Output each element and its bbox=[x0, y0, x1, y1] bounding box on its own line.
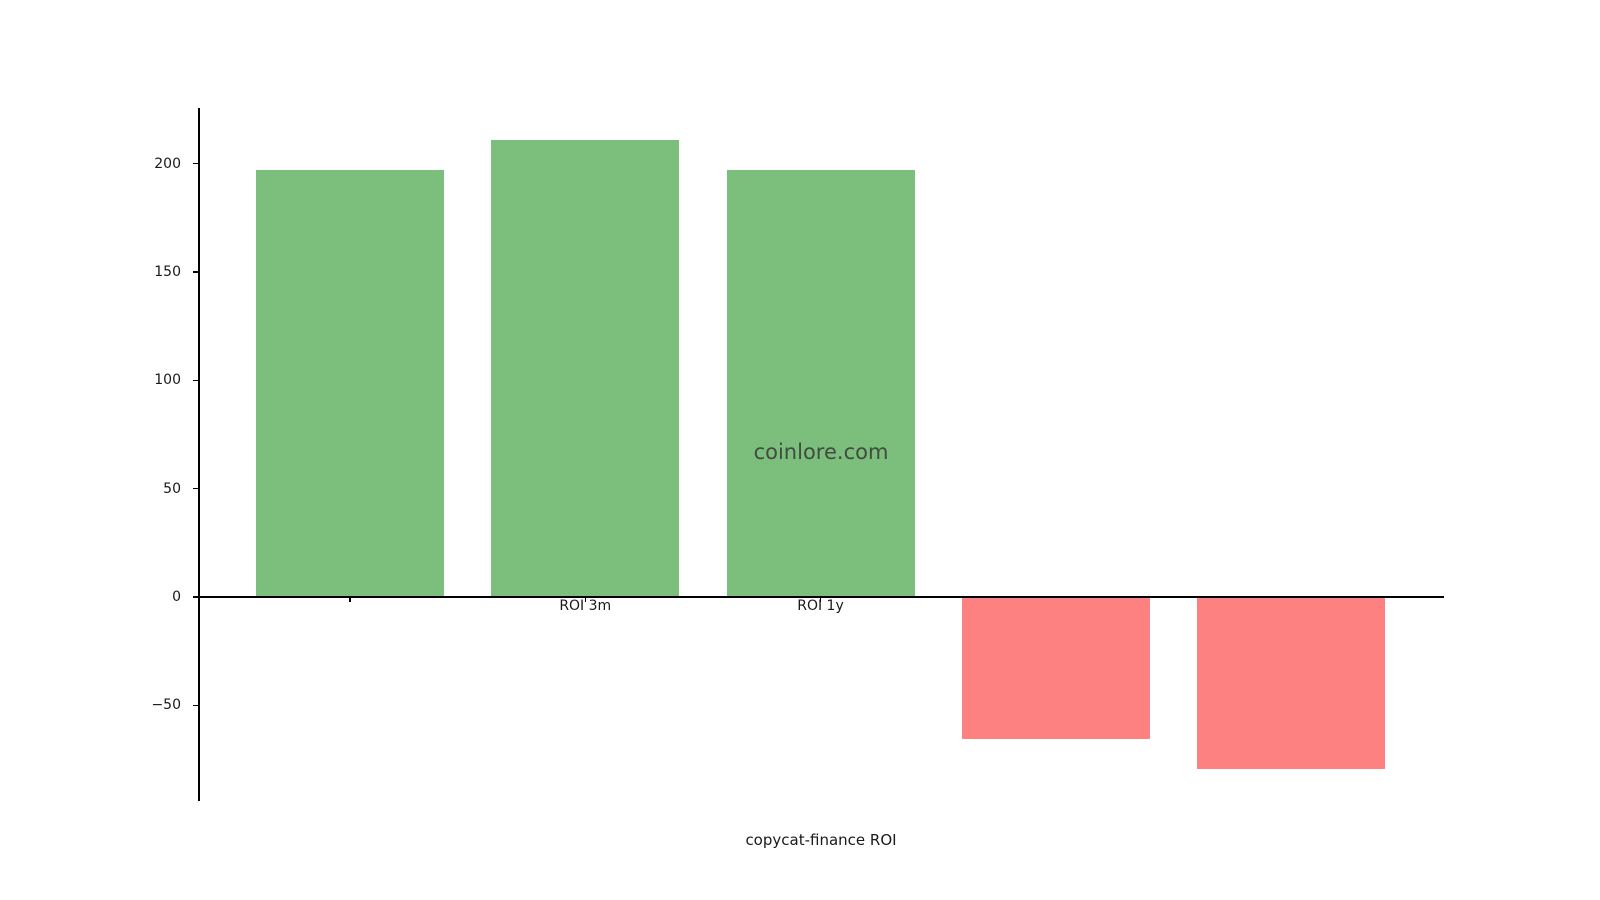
y-tick bbox=[193, 163, 199, 165]
x-tick bbox=[819, 597, 822, 602]
y-tick-label: 0 bbox=[172, 589, 181, 605]
y-tick-label: 50 bbox=[163, 480, 181, 497]
x-tick bbox=[584, 597, 586, 602]
y-tick-label: 150 bbox=[154, 264, 181, 281]
y-tick-label: 200 bbox=[154, 155, 181, 172]
bar-series-0 bbox=[256, 170, 444, 597]
y-axis-spine bbox=[198, 108, 200, 801]
bar-roi-1y bbox=[726, 170, 915, 597]
y-tick-label: 100 bbox=[154, 372, 181, 389]
chart-title: copycat-finance ROI bbox=[745, 831, 897, 849]
watermark-text: coinlore.com bbox=[753, 440, 889, 464]
x-tick-label: ROI 3m bbox=[559, 598, 612, 614]
y-tick bbox=[193, 704, 199, 706]
y-tick bbox=[193, 379, 199, 381]
x-tick bbox=[349, 597, 351, 602]
bar-roi-3m bbox=[491, 139, 680, 597]
y-tick bbox=[193, 596, 199, 598]
y-tick bbox=[193, 271, 199, 273]
bar-series-3 bbox=[961, 598, 1150, 739]
y-tick bbox=[193, 488, 199, 490]
x-tick-label: ROI 1y bbox=[797, 598, 844, 614]
y-tick-label: −50 bbox=[151, 697, 181, 714]
bar-series-4 bbox=[1197, 598, 1385, 770]
x-axis-line bbox=[199, 596, 1444, 598]
